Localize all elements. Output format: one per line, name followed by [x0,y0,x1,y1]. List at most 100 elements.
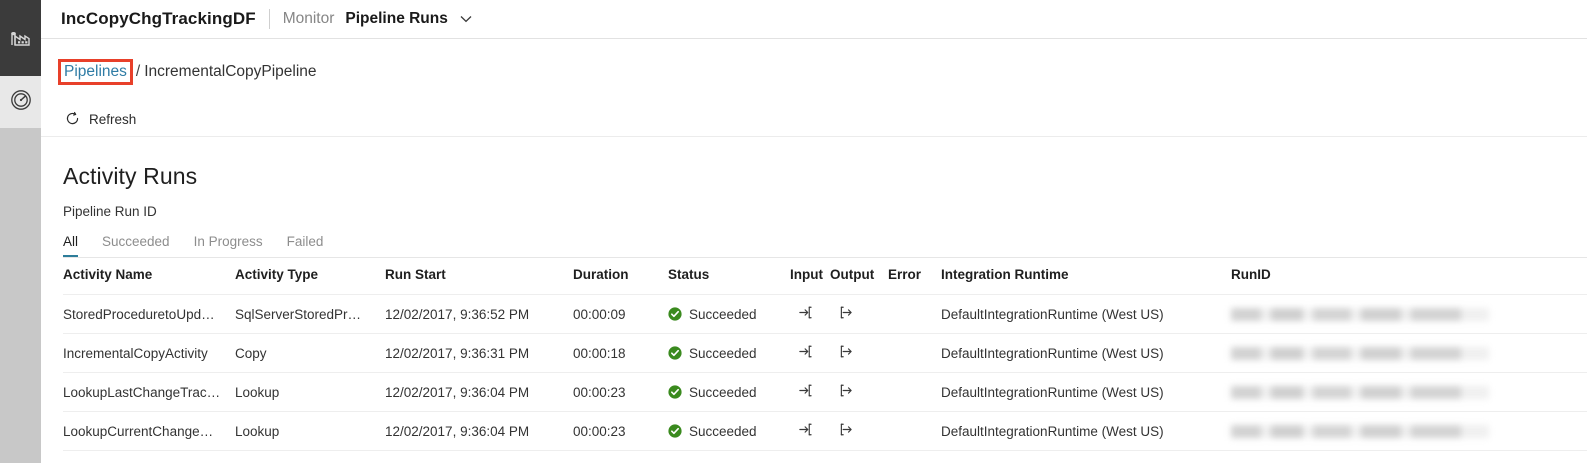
chevron-down-icon [460,10,472,28]
cell-run-start: 12/02/2017, 9:36:04 PM [385,372,573,412]
cell-input[interactable] [790,372,830,412]
input-icon[interactable] [798,345,813,362]
output-icon[interactable] [838,423,853,440]
factory-icon [8,23,34,54]
tab-failed[interactable]: Failed [286,234,324,249]
success-icon [668,385,682,399]
cell-status: Succeeded [668,372,790,412]
cell-run-start: 12/02/2017, 9:36:04 PM [385,411,573,451]
success-icon [668,346,682,360]
cell-input[interactable] [790,411,830,451]
col-activity-type[interactable]: Activity Type [235,267,319,282]
col-activity-name[interactable]: Activity Name [63,267,153,282]
cell-activity-type: Lookup [235,372,385,412]
col-output[interactable]: Output [830,267,875,282]
runid-redacted [1231,346,1489,360]
status-label: Succeeded [689,423,757,439]
runid-redacted [1231,385,1489,399]
cell-activity-name: LookupCurrentChange… [63,411,235,451]
section-title: Activity Runs [63,163,198,189]
rail-item-author[interactable] [0,0,41,76]
table-header-row: Activity Name Activity Type Run Start Du… [63,267,1587,295]
header-section-label: Pipeline Runs [345,10,448,27]
tab-all[interactable]: All [63,234,79,258]
table-body: StoredProceduretoUpd… SqlServerStoredPr…… [63,294,1587,451]
cell-duration: 00:00:23 [573,411,668,451]
gauge-icon [9,88,33,117]
col-status[interactable]: Status [668,267,710,282]
cell-activity-type: Lookup [235,411,385,451]
col-duration[interactable]: Duration [573,267,629,282]
cell-integration-runtime: DefaultIntegrationRuntime (West US) [941,294,1231,334]
cell-input[interactable] [790,294,830,334]
cell-status: Succeeded [668,333,790,373]
col-error[interactable]: Error [888,267,922,282]
tab-succeeded[interactable]: Succeeded [102,234,170,249]
runid-redacted [1231,424,1489,438]
cell-duration: 00:00:18 [573,333,668,373]
rail-filler [0,128,41,463]
cell-activity-name: LookupLastChangeTrac… [63,372,235,412]
cell-error [888,294,941,334]
cell-error [888,411,941,451]
output-icon[interactable] [838,384,853,401]
table-row[interactable]: StoredProceduretoUpd… SqlServerStoredPr…… [63,294,1587,334]
tabs-underline [63,257,1587,258]
command-bar: Refresh [41,103,1587,137]
cell-output[interactable] [830,333,888,373]
cell-integration-runtime: DefaultIntegrationRuntime (West US) [941,411,1231,451]
header-divider [268,9,270,29]
table-row[interactable]: LookupLastChangeTrac… Lookup 12/02/2017,… [63,372,1587,412]
page-title: IncCopyChgTrackingDF [61,9,256,28]
rail-item-monitor[interactable] [0,76,41,128]
output-icon[interactable] [838,345,853,362]
col-integration-runtime[interactable]: Integration Runtime [941,267,1069,282]
col-input[interactable]: Input [790,267,823,282]
status-label: Succeeded [689,384,757,400]
status-label: Succeeded [689,306,757,322]
input-icon[interactable] [798,423,813,440]
content-area: Activity Runs Pipeline Run ID All Succee… [41,137,1587,463]
cell-activity-type: Copy [235,333,385,373]
status-label: Succeeded [689,345,757,361]
cell-output[interactable] [830,294,888,334]
cell-output[interactable] [830,411,888,451]
success-icon [668,307,682,321]
cell-integration-runtime: DefaultIntegrationRuntime (West US) [941,372,1231,412]
refresh-icon [65,111,80,129]
top-header: IncCopyChgTrackingDF Monitor Pipeline Ru… [41,0,1587,39]
success-icon [668,424,682,438]
breadcrumb-link-pipelines[interactable]: Pipelines [58,59,133,85]
left-rail [0,0,41,463]
cell-runid [1231,333,1587,373]
breadcrumb-separator: / [135,63,141,80]
breadcrumb-current: IncrementalCopyPipeline [144,63,317,80]
table-row[interactable]: IncrementalCopyActivity Copy 12/02/2017,… [63,333,1587,373]
input-icon[interactable] [798,384,813,401]
input-icon[interactable] [798,306,813,323]
runid-redacted [1231,307,1489,321]
refresh-button[interactable]: Refresh [65,111,136,129]
cell-status: Succeeded [668,411,790,451]
pipeline-run-id-row: Pipeline Run ID [63,203,1587,220]
cell-input[interactable] [790,333,830,373]
filter-tabs: All Succeeded In Progress Failed [63,234,1587,258]
tab-in-progress[interactable]: In Progress [193,234,263,249]
header-section-selector[interactable]: Pipeline Runs [345,10,472,28]
col-run-start[interactable]: Run Start [385,267,446,282]
cell-runid [1231,372,1587,412]
activity-runs-table: Activity Name Activity Type Run Start Du… [63,267,1587,451]
cell-error [888,372,941,412]
col-runid[interactable]: RunID [1231,267,1271,282]
output-icon[interactable] [838,306,853,323]
table-row[interactable]: LookupCurrentChange… Lookup 12/02/2017, … [63,411,1587,451]
cell-duration: 00:00:23 [573,372,668,412]
cell-activity-name: StoredProceduretoUpd… [63,294,235,334]
cell-run-start: 12/02/2017, 9:36:31 PM [385,333,573,373]
breadcrumb: Pipelines / IncrementalCopyPipeline [58,59,317,85]
cell-runid [1231,411,1587,451]
cell-status: Succeeded [668,294,790,334]
cell-integration-runtime: DefaultIntegrationRuntime (West US) [941,333,1231,373]
cell-output[interactable] [830,372,888,412]
